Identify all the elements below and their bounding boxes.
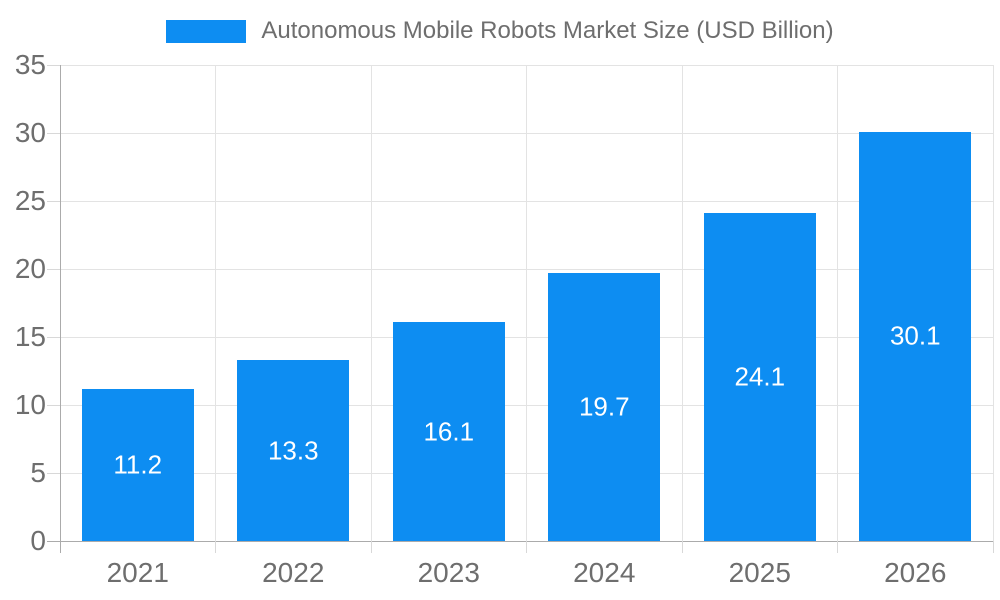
y-axis-label: 10 (14, 389, 46, 420)
bar-2026[interactable]: 30.1 (859, 131, 972, 541)
x-axis-label: 2021 (106, 557, 169, 588)
y-tick-mark (47, 132, 60, 134)
bar-2023[interactable]: 16.1 (392, 322, 505, 541)
bar-2025[interactable]: 24.1 (703, 213, 816, 541)
y-axis-label: 5 (30, 457, 46, 488)
y-axis-line (59, 65, 61, 541)
x-tick-mark (992, 541, 994, 553)
gridline-vertical (215, 65, 216, 541)
gridline-vertical (681, 65, 683, 541)
y-axis-label: 15 (14, 321, 46, 352)
y-tick-mark (47, 200, 60, 202)
y-tick-mark (47, 540, 60, 542)
bar-2021[interactable]: 11.2 (81, 388, 194, 541)
x-tick-mark (837, 541, 838, 553)
x-axis-label: 2023 (417, 557, 480, 588)
bar-value-label: 30.1 (889, 320, 941, 351)
bar-value-label: 16.1 (423, 416, 475, 446)
gridline-vertical (526, 65, 527, 541)
bar-value-label: 11.2 (113, 449, 163, 480)
bar-value-label: 24.1 (734, 361, 786, 392)
x-tick-mark (59, 541, 61, 553)
y-axis-label: 20 (14, 253, 46, 284)
y-axis-label: 30 (14, 117, 46, 148)
y-tick-mark (47, 268, 60, 270)
bar-value-label: 19.7 (578, 391, 630, 422)
y-axis-label: 35 (14, 49, 46, 80)
x-axis-label: 2026 (884, 557, 947, 588)
x-axis-label: 2024 (573, 557, 636, 588)
x-tick-mark (215, 541, 216, 553)
chart-legend[interactable]: Autonomous Mobile Robots Market Size (US… (0, 17, 1000, 44)
bar-2024[interactable]: 19.7 (548, 273, 661, 541)
x-tick-mark (681, 541, 683, 553)
y-axis-label: 0 (30, 525, 46, 556)
bar-2022[interactable]: 13.3 (237, 360, 350, 541)
y-tick-mark (47, 64, 60, 66)
y-tick-mark (47, 336, 60, 338)
y-axis-label: 25 (14, 185, 46, 216)
gridline-vertical (370, 65, 372, 541)
x-axis-label: 2022 (262, 557, 325, 588)
legend-label: Autonomous Mobile Robots Market Size (US… (261, 17, 834, 44)
gridline-vertical (992, 65, 994, 541)
gridline-vertical (837, 65, 838, 541)
bar-value-label: 13.3 (267, 435, 319, 466)
legend-swatch (166, 19, 247, 43)
x-axis-label: 2025 (728, 557, 791, 588)
x-tick-mark (370, 541, 372, 553)
y-tick-mark (47, 472, 60, 474)
x-tick-mark (526, 541, 527, 553)
y-tick-mark (47, 404, 60, 406)
